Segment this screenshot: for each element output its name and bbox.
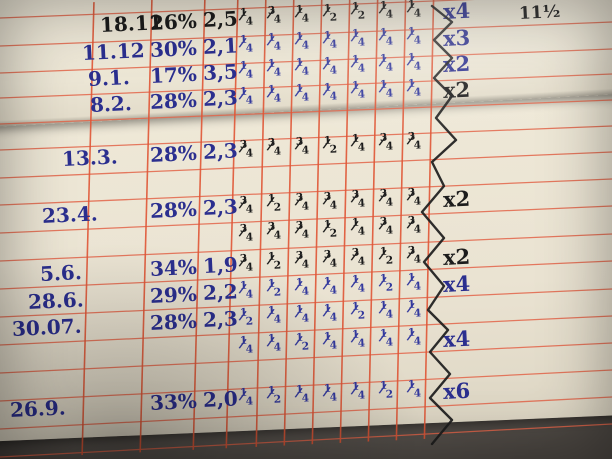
corner-note: 11½: [518, 1, 561, 24]
